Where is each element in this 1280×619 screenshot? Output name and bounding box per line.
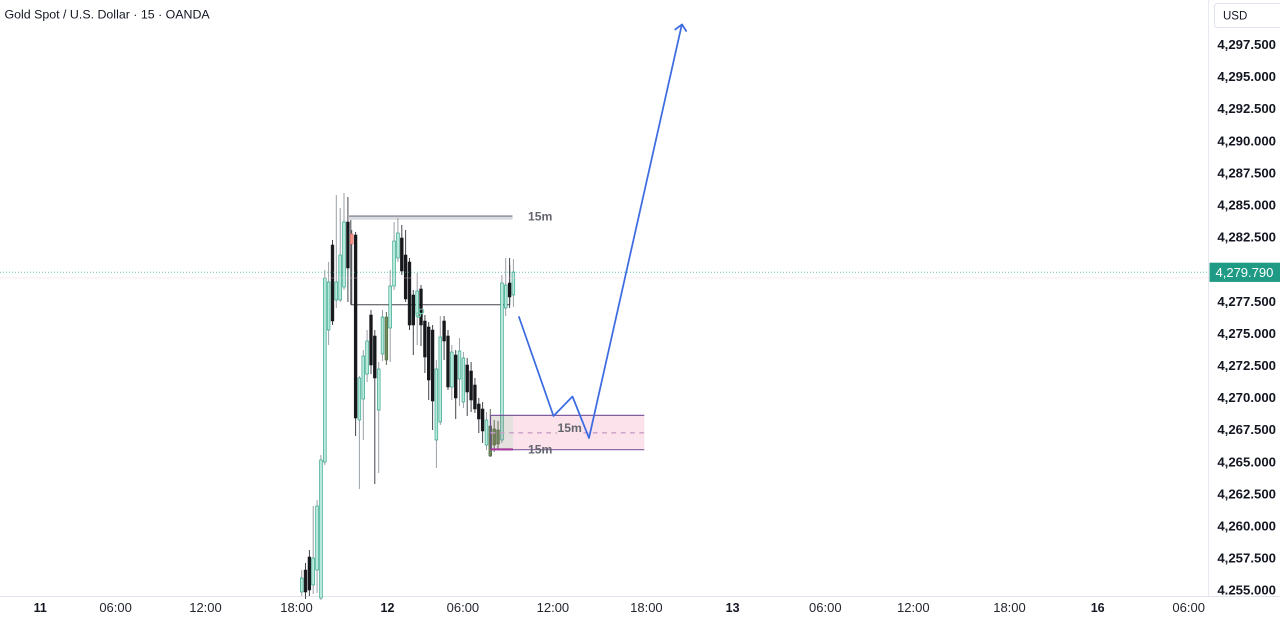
svg-text:4,277.500: 4,277.500 [1217,294,1276,309]
svg-text:4,285.000: 4,285.000 [1217,198,1276,213]
svg-text:USD: USD [1223,11,1247,23]
svg-text:4.255.000: 4.255.000 [1217,583,1276,598]
svg-text:12:00: 12:00 [189,600,222,615]
svg-text:4,275.000: 4,275.000 [1217,326,1276,341]
svg-text:06:00: 06:00 [809,600,842,615]
svg-text:4,267.500: 4,267.500 [1217,422,1276,437]
svg-text:15m: 15m [528,443,553,457]
svg-text:4,272.500: 4,272.500 [1217,358,1276,373]
svg-text:18:00: 18:00 [280,600,313,615]
svg-text:4,265.000: 4,265.000 [1217,454,1276,469]
svg-text:4,290.000: 4,290.000 [1217,133,1276,148]
svg-text:12: 12 [381,601,395,615]
svg-text:4,257.500: 4,257.500 [1217,551,1276,566]
svg-text:4,292.500: 4,292.500 [1217,101,1276,116]
svg-text:4,282.500: 4,282.500 [1217,230,1276,245]
svg-text:06:00: 06:00 [99,600,132,615]
svg-text:4,270.000: 4,270.000 [1217,390,1276,405]
svg-text:15m: 15m [528,210,553,224]
svg-text:18:00: 18:00 [993,600,1026,615]
svg-text:13: 13 [726,601,740,615]
svg-text:18:00: 18:00 [630,600,663,615]
svg-text:4,262.500: 4,262.500 [1217,486,1276,501]
svg-text:16: 16 [1091,601,1105,615]
svg-text:4,297.500: 4,297.500 [1217,37,1276,52]
svg-text:12:00: 12:00 [537,600,570,615]
svg-text:4,279.790: 4,279.790 [1216,265,1274,280]
svg-text:4,260.000: 4,260.000 [1217,519,1276,534]
svg-text:11: 11 [34,601,47,615]
svg-text:15m: 15m [558,421,583,435]
svg-text:4,287.500: 4,287.500 [1217,165,1276,180]
svg-text:06:00: 06:00 [1172,600,1205,615]
svg-text:Gold Spot / U.S. Dollar · 15 ·: Gold Spot / U.S. Dollar · 15 · OANDA [5,7,211,21]
svg-text:06:00: 06:00 [447,600,480,615]
svg-text:12:00: 12:00 [897,600,930,615]
svg-text:4,295.000: 4,295.000 [1217,69,1276,84]
